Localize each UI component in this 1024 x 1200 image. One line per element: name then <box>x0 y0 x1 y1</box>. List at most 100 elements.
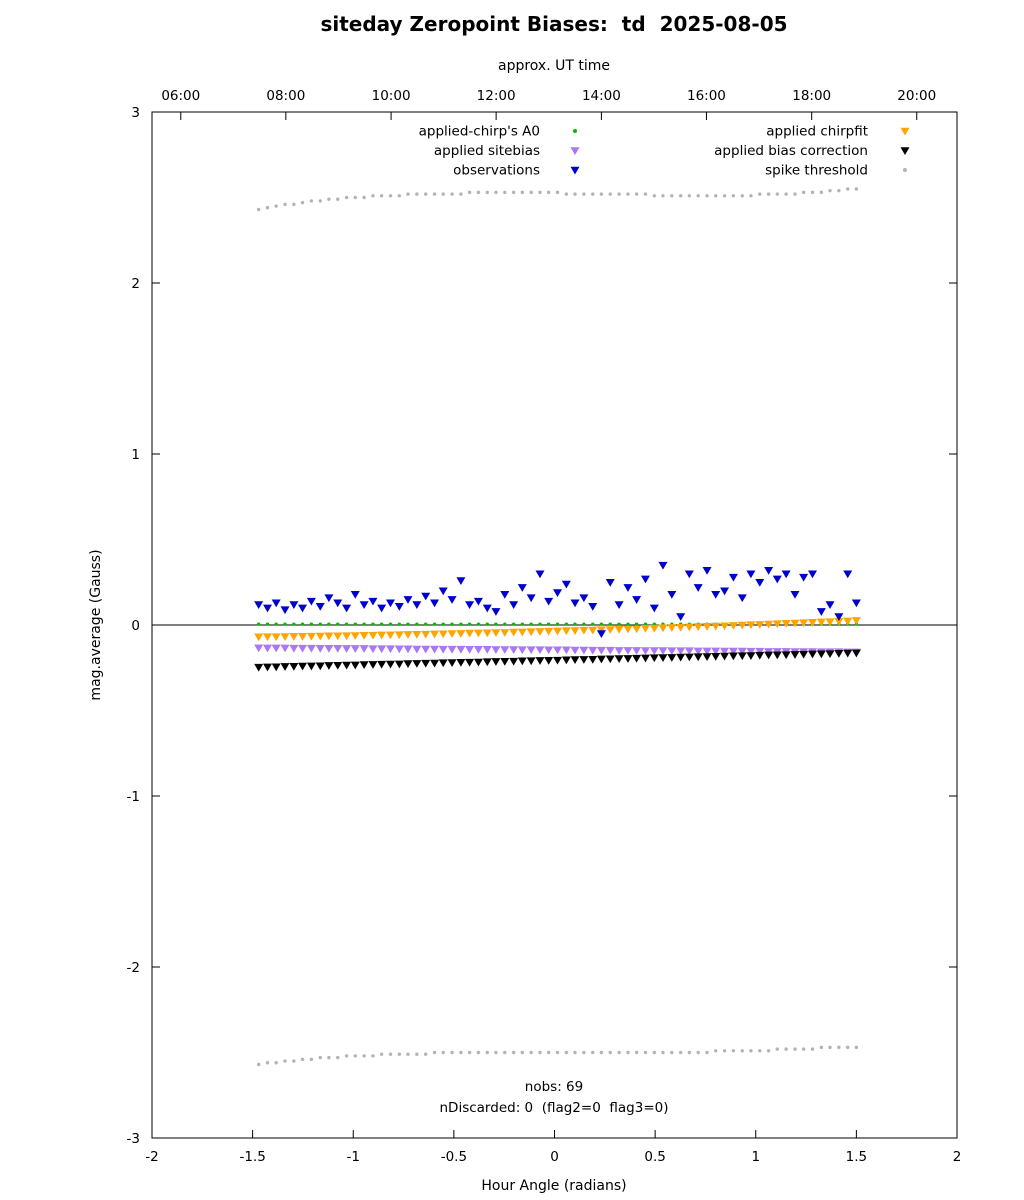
marker-dot <box>617 1050 621 1055</box>
marker-dot <box>810 190 815 195</box>
marker-triangle-down <box>843 570 853 579</box>
marker-triangle-down <box>324 645 334 653</box>
marker-dot <box>362 622 366 626</box>
marker-triangle-down <box>799 573 809 582</box>
legend-label: applied chirpfit <box>766 124 868 140</box>
marker-dot <box>775 1047 779 1051</box>
marker-dot <box>274 1061 278 1065</box>
marker-triangle-down <box>676 623 686 632</box>
marker-dot <box>406 192 410 196</box>
marker-dot <box>520 622 524 626</box>
marker-triangle-down <box>684 647 694 656</box>
marker-triangle-down <box>280 644 290 653</box>
marker-dot <box>546 1050 551 1055</box>
marker-triangle-down <box>711 653 721 661</box>
marker-triangle-down <box>254 633 264 642</box>
marker-dot <box>353 1054 357 1058</box>
marker-triangle-down <box>816 650 826 659</box>
marker-triangle-down <box>693 647 703 656</box>
marker-triangle-down <box>596 655 606 664</box>
marker-triangle-down <box>711 590 721 599</box>
marker-dot <box>441 192 445 196</box>
marker-triangle-down <box>553 656 563 665</box>
marker-triangle-down <box>394 631 404 640</box>
marker-dot <box>801 1047 806 1051</box>
marker-triangle-down <box>649 604 659 613</box>
marker-triangle-down <box>561 580 571 589</box>
marker-triangle-down <box>746 652 756 660</box>
marker-triangle-down <box>254 644 264 653</box>
marker-dot <box>344 622 349 626</box>
marker-triangle-down <box>579 594 589 603</box>
marker-triangle-down <box>289 601 299 609</box>
marker-triangle-down <box>289 662 299 671</box>
y-tick-label: 2 <box>131 276 140 292</box>
marker-dot <box>309 622 314 626</box>
marker-dot <box>336 1055 340 1060</box>
legend-label: applied bias correction <box>714 143 868 159</box>
marker-triangle-down <box>755 621 765 629</box>
marker-triangle-down <box>658 624 668 633</box>
marker-triangle-down <box>900 147 910 155</box>
marker-triangle-down <box>438 630 448 639</box>
marker-dot <box>538 190 542 195</box>
marker-triangle-down <box>315 645 325 653</box>
marker-dot <box>722 194 727 198</box>
marker-dot <box>450 192 454 196</box>
marker-triangle-down <box>772 575 782 584</box>
marker-triangle-down <box>263 633 273 642</box>
marker-triangle-down <box>491 646 501 654</box>
marker-triangle-down <box>289 644 299 653</box>
x-tick-label: -1 <box>347 1149 360 1165</box>
marker-triangle-down <box>843 617 853 626</box>
marker-dot <box>573 129 577 133</box>
marker-dot <box>758 1049 762 1053</box>
marker-triangle-down <box>430 645 440 654</box>
marker-triangle-down <box>350 661 360 670</box>
marker-triangle-down <box>623 647 633 655</box>
marker-triangle-down <box>403 645 413 654</box>
marker-dot <box>283 1059 287 1063</box>
marker-triangle-down <box>799 619 809 628</box>
marker-dot <box>327 197 331 201</box>
marker-triangle-down <box>720 652 730 661</box>
marker-triangle-down <box>667 654 677 662</box>
marker-dot <box>714 1049 718 1053</box>
marker-triangle-down <box>790 651 800 659</box>
marker-triangle-down <box>526 657 536 666</box>
marker-dot <box>903 168 907 172</box>
legend: applied-chirp's A0 applied sitebias observ… <box>419 124 910 179</box>
marker-triangle-down <box>456 645 466 654</box>
marker-dot <box>503 622 507 626</box>
marker-triangle-down <box>553 646 563 655</box>
marker-dot <box>318 199 322 203</box>
marker-triangle-down <box>271 663 281 672</box>
marker-triangle-down <box>544 597 554 606</box>
marker-dot <box>327 622 331 626</box>
marker-triangle-down <box>315 662 325 671</box>
marker-dot <box>626 1050 630 1055</box>
marker-dot <box>467 1050 472 1055</box>
marker-dot <box>546 190 551 195</box>
chart-title: siteday Zeropoint Biases: td 2025-08-05 <box>320 12 787 36</box>
marker-triangle-down <box>377 645 387 654</box>
marker-triangle-down <box>421 630 431 639</box>
marker-dot <box>485 190 489 195</box>
marker-triangle-down <box>421 645 431 654</box>
marker-triangle-down <box>596 646 606 655</box>
marker-dot <box>371 622 375 626</box>
marker-triangle-down <box>825 618 835 627</box>
marker-triangle-down <box>640 654 650 663</box>
marker-dot <box>591 1050 595 1055</box>
marker-dot <box>555 1050 560 1055</box>
marker-triangle-down <box>667 590 677 599</box>
marker-triangle-down <box>764 651 774 660</box>
marker-triangle-down <box>517 584 527 592</box>
marker-triangle-down <box>298 604 308 613</box>
marker-dot <box>300 200 305 205</box>
y-axis-label: mag.average (Gauss) <box>88 549 104 700</box>
marker-triangle-down <box>825 650 835 659</box>
marker-dot <box>397 622 402 626</box>
marker-dot <box>722 1049 727 1053</box>
marker-triangle-down <box>438 587 448 596</box>
